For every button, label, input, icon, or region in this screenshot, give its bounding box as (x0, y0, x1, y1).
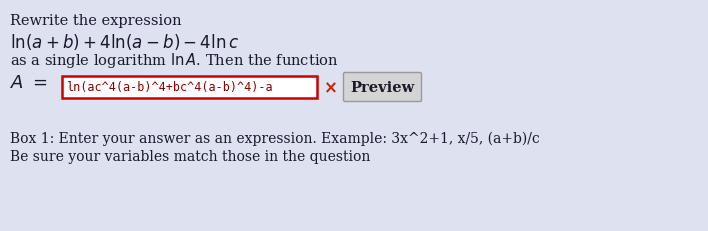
Text: as a single logarithm $\ln A$. Then the function: as a single logarithm $\ln A$. Then the … (10, 51, 338, 70)
Text: ln(ac^4(a-b)^4+bc^4(a-b)^4)-a: ln(ac^4(a-b)^4+bc^4(a-b)^4)-a (66, 81, 273, 94)
Text: $A\ =$: $A\ =$ (10, 74, 47, 92)
Text: Box 1: Enter your answer as an expression. Example: 3x^2+1, x/5, (a+b)/c: Box 1: Enter your answer as an expressio… (10, 131, 539, 146)
Text: Preview: Preview (350, 81, 415, 94)
Text: Be sure your variables match those in the question: Be sure your variables match those in th… (10, 149, 370, 163)
FancyBboxPatch shape (343, 73, 421, 102)
Text: Rewrite the expression: Rewrite the expression (10, 14, 182, 28)
FancyBboxPatch shape (62, 77, 317, 99)
Text: $\ln(a + b) + 4\ln(a - b) - 4\ln c$: $\ln(a + b) + 4\ln(a - b) - 4\ln c$ (10, 32, 239, 52)
Text: ×: × (324, 79, 338, 97)
